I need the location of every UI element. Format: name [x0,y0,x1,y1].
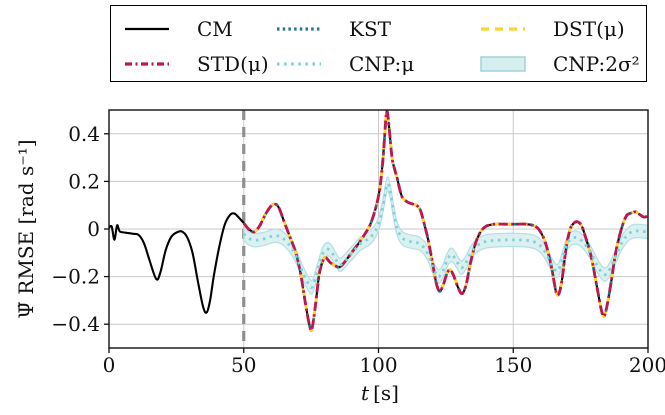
legend-item-cnp-2-: CNP:2σ² [479,49,646,80]
legend-label: DST(μ) [553,16,625,41]
patch-swatch [480,56,526,72]
y-axis-label: Ψ̇ RMSE [rad s⁻¹] [14,139,38,319]
y-tick-label: 0.4 [68,122,100,146]
y-tick-label: 0 [87,217,100,241]
dash-dot-swatch [125,62,169,66]
x-axis-unit: [s] [373,381,399,405]
legend-item-dst-: DST(μ) [479,13,646,44]
series-STD(μ)-line [242,109,649,333]
y-tick-label: −0.2 [51,265,100,289]
x-tick-label: 200 [629,353,665,377]
legend-label: STD(μ) [197,52,269,77]
legend-item-cm: CM [123,13,275,44]
legend-item-kst: KST [275,13,479,44]
x-tick-label: 50 [231,353,256,377]
legend-label: CM [197,16,233,41]
solid-line-swatch [125,27,169,30]
x-axis-variable: t [361,381,370,405]
dense-dots-swatch [277,27,321,31]
band-patch-icon [480,56,526,72]
legend-item-cnp-: CNP:μ [275,49,479,80]
dashes-swatch [481,27,525,31]
legend: CM KST DST(μ) STD(μ) CNP:μ CNP:2σ² [110,5,647,82]
legend-label: CNP:μ [349,52,415,77]
legend-label: KST [349,16,391,41]
x-axis-label: t [s] [318,381,442,405]
legend-label: CNP:2σ² [553,52,640,77]
legend-item-std-: STD(μ) [123,49,275,80]
x-tick-label: 150 [494,353,532,377]
x-tick-label: 100 [359,353,397,377]
dots-swatch [277,62,321,66]
x-tick-label: 0 [103,353,116,377]
y-tick-label: −0.4 [51,312,100,336]
y-tick-label: 0.2 [68,169,100,193]
series-CNP:μ-line [242,182,649,289]
